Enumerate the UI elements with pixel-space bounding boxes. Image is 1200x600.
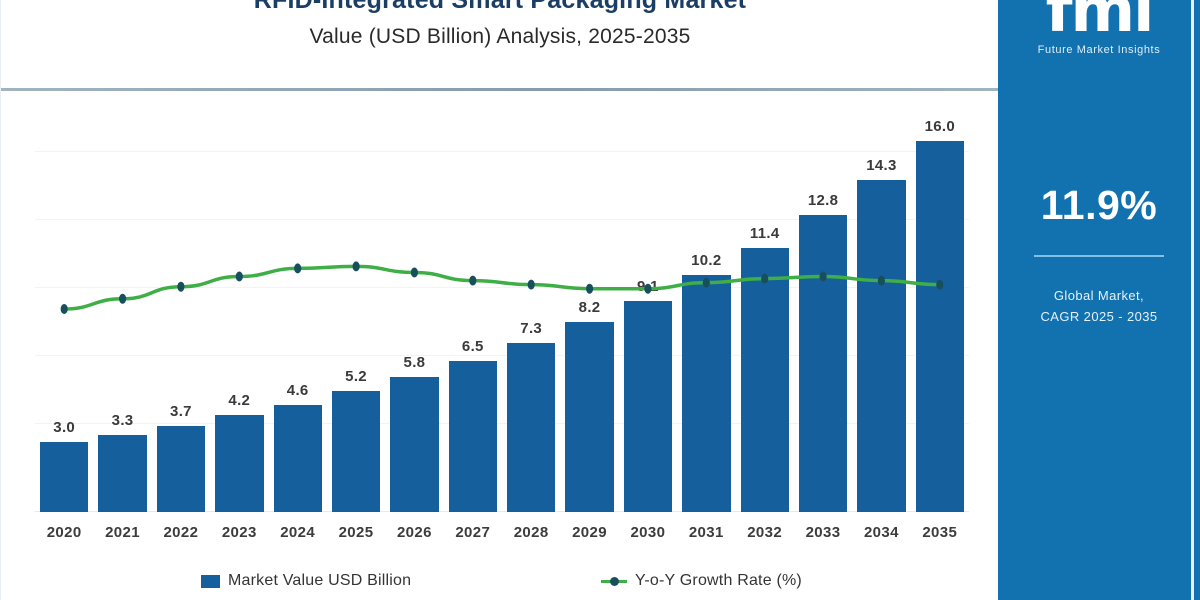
- bar-value-label: 14.3: [866, 157, 897, 175]
- x-axis-line: [35, 511, 969, 512]
- x-axis-tick: 2032: [747, 524, 783, 541]
- bar: [215, 414, 264, 512]
- page-subtitle: Value (USD Billion) Analysis, 2025-2035: [309, 25, 691, 48]
- bar: [273, 405, 322, 512]
- bar: [798, 215, 848, 512]
- plot-area: 3.0 3.3 3.7 4.2 4.6 5.2 5.8 6.5 7.3 8.2 9.1 10.2 11.…: [35, 106, 969, 512]
- legend-item-market-value: Market Value USD Billion: [201, 572, 411, 590]
- header-divider: [1, 88, 999, 91]
- bar: [98, 435, 147, 512]
- bar: [682, 275, 731, 512]
- cagr-caption-line1: Global Market,: [1053, 288, 1145, 303]
- bar-value-label: 6.5: [461, 338, 484, 356]
- bar-value-label: 5.2: [345, 368, 367, 386]
- legend-line-marker-icon: [601, 575, 627, 587]
- x-axis-tick: 2027: [455, 524, 491, 541]
- bar: [390, 377, 439, 512]
- bar: [40, 442, 89, 512]
- x-axis-tick: 2030: [630, 524, 666, 541]
- bar: [507, 342, 556, 512]
- bar-value-label: 3.7: [170, 403, 192, 421]
- x-axis-tick: 2029: [572, 524, 608, 541]
- chart-legend: Market Value USD Billion Y-o-Y Growth Ra…: [1, 572, 999, 600]
- fmi-logo-tagline: Future Market Insights: [1037, 44, 1161, 56]
- x-axis-tick: 2031: [688, 524, 724, 541]
- x-axis-tick: 2033: [805, 524, 841, 541]
- x-axis-tick: 2022: [163, 524, 199, 541]
- brand-sidebar: fmi Future Market Insights 11.9% Global …: [998, 0, 1200, 600]
- gridline: [35, 151, 969, 152]
- bar: [565, 321, 614, 512]
- cagr-caption: Global Market, CAGR 2025 - 2035: [1004, 285, 1194, 327]
- x-axis-labels: 2020 2021 2022 2023 2024 2025 2026 2027 2028 2029…: [35, 524, 969, 552]
- bar: [448, 361, 497, 512]
- fmi-logo: fmi Future Market Insights: [1004, 0, 1194, 56]
- bar-value-label: 4.6: [286, 382, 309, 400]
- x-axis-tick: 2023: [221, 524, 257, 541]
- bar-value-label: 11.4: [749, 224, 780, 242]
- bar-value-label: 4.2: [228, 391, 251, 409]
- x-axis-tick: 2034: [863, 524, 899, 541]
- bar-value-label: 12.8: [807, 192, 839, 210]
- bar: [857, 180, 906, 512]
- bar-value-label: 3.3: [111, 412, 134, 430]
- x-axis-tick: 2021: [105, 524, 141, 541]
- bar-value-label: 10.2: [691, 252, 722, 270]
- x-axis-tick: 2026: [396, 524, 432, 541]
- bar: [915, 140, 964, 512]
- bar: [156, 426, 206, 512]
- x-axis-tick: 2035: [922, 524, 958, 541]
- cagr-caption-line2: CAGR 2025 - 2035: [1040, 309, 1158, 324]
- cagr-value: 11.9%: [1040, 182, 1158, 228]
- bar-value-label: 9.1: [637, 277, 659, 295]
- chart-header: RFID-Integrated Smart Packaging Market V…: [1, 0, 999, 86]
- bar: [331, 391, 381, 512]
- fmi-logo-mark: fmi: [1045, 0, 1155, 46]
- bar-value-label: 7.3: [520, 319, 543, 337]
- bar-value-label: 8.2: [578, 298, 601, 316]
- legend-line-label: Y-o-Y Growth Rate (%): [635, 572, 802, 589]
- gridline: [35, 219, 969, 220]
- legend-bar-swatch-icon: [201, 574, 220, 588]
- bar-value-label: 5.8: [403, 354, 426, 372]
- bar: [740, 247, 789, 512]
- x-axis-tick: 2024: [280, 524, 316, 541]
- legend-item-growth-rate: Y-o-Y Growth Rate (%): [601, 572, 802, 590]
- gridline: [35, 423, 969, 424]
- x-axis-tick: 2028: [513, 524, 549, 541]
- gridline: [35, 355, 969, 356]
- x-axis-tick: 2025: [338, 524, 374, 541]
- x-axis-tick: 2020: [46, 524, 82, 541]
- brand-sidebar-inner: fmi Future Market Insights 11.9% Global …: [1004, 0, 1194, 600]
- legend-bar-label: Market Value USD Billion: [228, 572, 412, 589]
- bar-series: 3.0 3.3 3.7 4.2 4.6 5.2 5.8 6.5 7.3 8.2 9.1 10.2 11.…: [35, 106, 969, 512]
- sidebar-divider: [1034, 255, 1164, 257]
- page-title: RFID-Integrated Smart Packaging Market: [253, 0, 747, 14]
- chart-main-panel: RFID-Integrated Smart Packaging Market V…: [0, 0, 999, 600]
- bar-value-label: 16.0: [924, 117, 956, 135]
- bar-value-label: 3.0: [53, 419, 76, 437]
- bar: [623, 300, 673, 512]
